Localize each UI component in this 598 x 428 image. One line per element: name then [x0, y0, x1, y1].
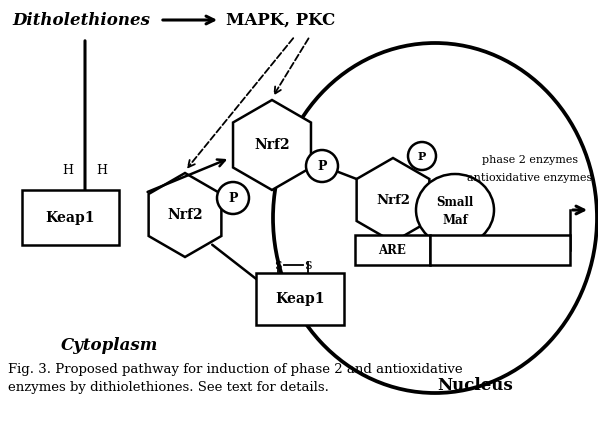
- Text: MAPK, PKC: MAPK, PKC: [226, 12, 335, 29]
- Text: S: S: [274, 261, 282, 271]
- Bar: [430, 235, 570, 265]
- Bar: [22, 190, 119, 245]
- Text: Nrf2: Nrf2: [376, 193, 410, 206]
- Text: S: S: [304, 261, 312, 271]
- Circle shape: [306, 150, 338, 182]
- Text: S: S: [64, 191, 72, 201]
- Text: phase 2 enzymes: phase 2 enzymes: [482, 155, 578, 165]
- Polygon shape: [233, 100, 311, 190]
- Text: H: H: [96, 163, 108, 176]
- Circle shape: [408, 142, 436, 170]
- Text: P: P: [228, 191, 238, 205]
- Circle shape: [217, 182, 249, 214]
- Text: S: S: [98, 191, 106, 201]
- Text: Cytoplasm: Cytoplasm: [62, 338, 158, 354]
- Text: Small: Small: [437, 196, 474, 208]
- Text: ARE: ARE: [379, 244, 407, 256]
- Polygon shape: [356, 158, 429, 242]
- Text: Keap1: Keap1: [45, 211, 94, 225]
- Text: P: P: [318, 160, 327, 172]
- Ellipse shape: [273, 43, 597, 393]
- Ellipse shape: [416, 174, 494, 246]
- Bar: [256, 273, 344, 325]
- Text: enzymes by dithiolethiones. See text for details.: enzymes by dithiolethiones. See text for…: [8, 381, 329, 395]
- Text: Keap1: Keap1: [275, 292, 325, 306]
- Bar: [355, 235, 430, 265]
- Text: antioxidative enzymes: antioxidative enzymes: [468, 173, 593, 183]
- Text: Nrf2: Nrf2: [254, 138, 290, 152]
- Text: P: P: [418, 151, 426, 161]
- Text: Fig. 3. Proposed pathway for induction of phase 2 and antioxidative: Fig. 3. Proposed pathway for induction o…: [8, 363, 463, 377]
- Text: H: H: [63, 163, 74, 176]
- Text: Nrf2: Nrf2: [167, 208, 203, 222]
- Text: Ditholethiones: Ditholethiones: [12, 12, 150, 29]
- Polygon shape: [149, 173, 221, 257]
- Text: Maf: Maf: [442, 214, 468, 226]
- Text: Nucleus: Nucleus: [437, 377, 513, 395]
